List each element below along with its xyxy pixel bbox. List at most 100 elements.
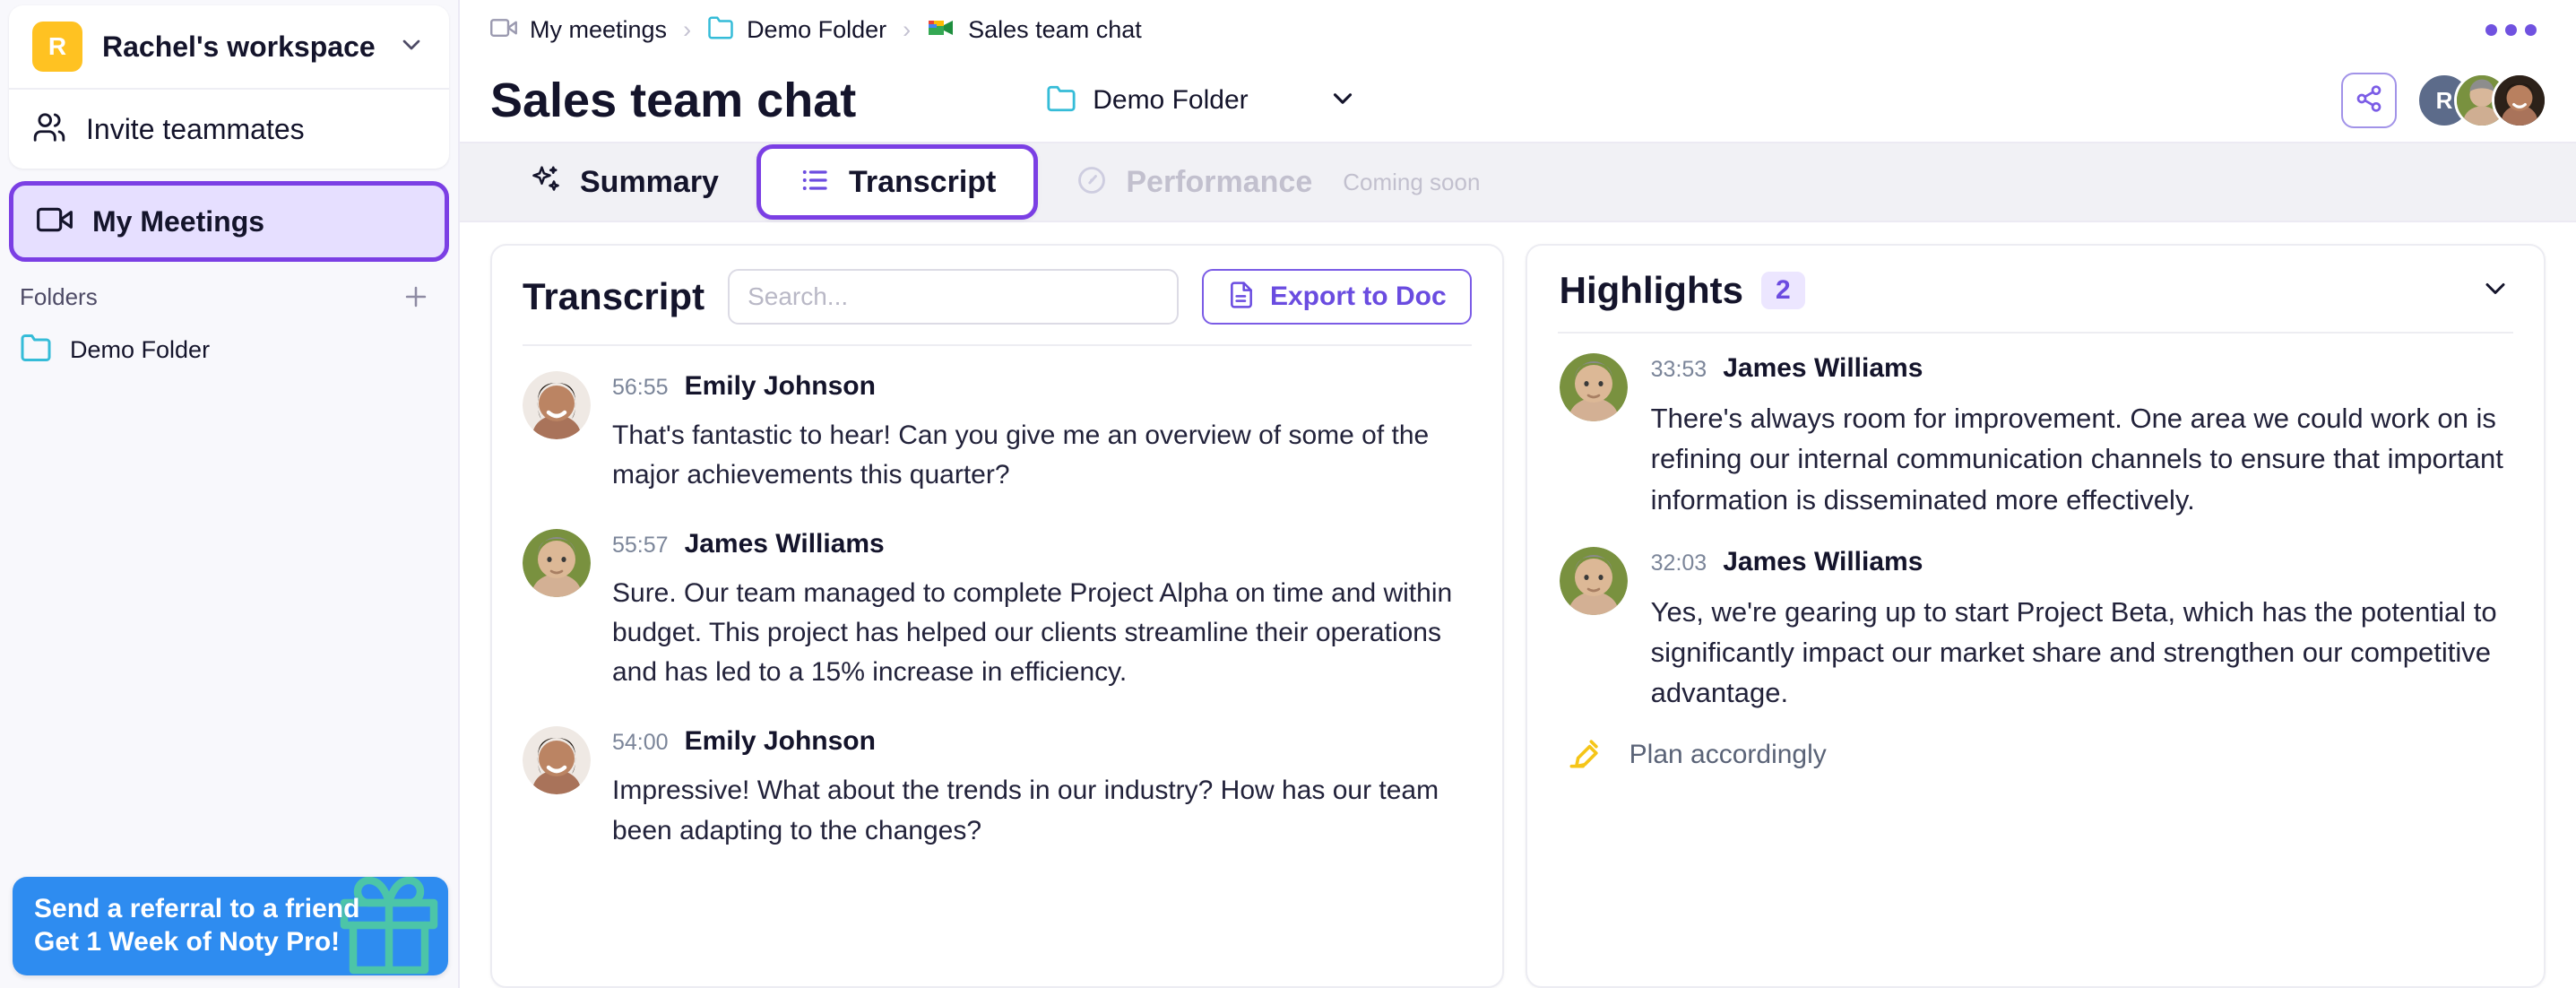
breadcrumb-separator: › — [683, 15, 692, 43]
my-meetings-label: My Meetings — [92, 204, 265, 238]
share-button[interactable] — [2341, 73, 2397, 128]
referral-line-1: Send a referral to a friend — [34, 894, 360, 923]
search-input[interactable] — [748, 282, 1159, 311]
transcript-entry-meta: 54:00 Emily Johnson — [612, 726, 1472, 757]
workspace-switcher[interactable]: R Rachel's workspace — [9, 5, 449, 88]
sidebar-item-my-meetings[interactable]: My Meetings — [9, 181, 449, 262]
plus-icon[interactable] — [401, 282, 431, 312]
transcript-entry-text: Sure. Our team managed to complete Proje… — [612, 578, 1453, 688]
speaker-name: James Williams — [1723, 546, 1923, 576]
avatar — [2492, 73, 2547, 128]
highlights-title: Highlights — [1559, 269, 1743, 311]
highlights-count-badge: 2 — [1760, 272, 1805, 309]
timestamp[interactable]: 55:57 — [612, 533, 669, 559]
export-to-doc-button[interactable]: Export to Doc — [1201, 269, 1472, 325]
chevron-down-icon — [397, 30, 426, 64]
video-camera-icon — [490, 14, 517, 46]
highlight-item-body: 33:53 James Williams There's always room… — [1651, 353, 2511, 520]
workspace-avatar: R — [32, 22, 82, 72]
avatar — [1559, 546, 1628, 615]
breadcrumb-item-demo-folder[interactable]: Demo Folder — [707, 14, 886, 46]
divider — [9, 88, 449, 90]
transcript-panel: Transcript Export to Doc — [490, 244, 1504, 988]
main-area: My meetings › Demo Folder › — [460, 0, 2576, 988]
workspace-card: R Rachel's workspace Invite teammates — [9, 5, 449, 169]
sparkle-icon — [530, 164, 562, 201]
breadcrumb-item-sales-team-chat[interactable]: Sales team chat — [927, 13, 1142, 47]
page-title: Sales team chat — [490, 74, 857, 127]
gauge-icon — [1076, 164, 1108, 201]
invite-teammates-label: Invite teammates — [86, 112, 305, 145]
highlighter-pencil-icon — [1565, 733, 1604, 777]
chevron-down-icon[interactable] — [2479, 273, 2511, 309]
breadcrumb-separator: › — [903, 15, 912, 43]
breadcrumb-item-my-meetings[interactable]: My meetings — [490, 14, 667, 46]
sidebar: R Rachel's workspace Invite teammates My… — [0, 0, 460, 988]
transcript-entry-meta: 55:57 James Williams — [612, 529, 1472, 559]
highlight-note[interactable]: Plan accordingly — [1560, 721, 2511, 777]
transcript-entry[interactable]: 55:57 James Williams Sure. Our team mana… — [523, 504, 1472, 701]
speaker-name: James Williams — [1723, 353, 1923, 383]
timestamp[interactable]: 56:55 — [612, 375, 669, 400]
highlight-note-label: Plan accordingly — [1629, 740, 1827, 769]
page-header: Sales team chat Demo Folder — [460, 59, 2576, 142]
highlight-item[interactable]: 33:53 James Williams There's always room… — [1559, 334, 2511, 527]
highlight-item-body: 32:03 James Williams Yes, we're gearing … — [1651, 547, 2511, 714]
tab-summary[interactable]: Summary — [492, 151, 756, 213]
highlight-item-text: There's always room for improvement. One… — [1650, 403, 2503, 516]
highlight-item-meta: 33:53 James Williams — [1651, 353, 2511, 384]
highlights-panel: Highlights 2 — [1525, 244, 2546, 988]
more-horizontal-icon[interactable] — [2477, 15, 2546, 45]
invite-teammates-button[interactable]: Invite teammates — [9, 90, 449, 169]
tab-label: Summary — [580, 164, 719, 199]
demo-folder-label: Demo Folder — [70, 335, 211, 363]
transcript-entry-body: 55:57 James Williams Sure. Our team mana… — [612, 529, 1472, 692]
timestamp[interactable]: 32:03 — [1650, 550, 1707, 576]
referral-line-2: Get 1 Week of Noty Pro! — [34, 926, 341, 957]
transcript-list[interactable]: 56:55 Emily Johnson That's fantastic to … — [492, 346, 1502, 986]
speaker-name: Emily Johnson — [684, 371, 876, 401]
google-meet-icon — [927, 13, 955, 47]
gift-icon — [340, 877, 438, 975]
search-box[interactable] — [728, 269, 1179, 325]
participant-avatars[interactable]: R — [2416, 73, 2547, 128]
people-icon — [32, 110, 66, 149]
breadcrumb-label: Sales team chat — [968, 15, 1142, 43]
folder-picker[interactable]: Demo Folder — [1046, 83, 1357, 118]
breadcrumb-label: My meetings — [530, 15, 668, 43]
tab-label: Performance — [1126, 164, 1313, 199]
divider — [1557, 332, 2513, 334]
transcript-entry[interactable]: 54:00 Emily Johnson Impressive! What abo… — [523, 701, 1472, 859]
sidebar-item-demo-folder[interactable]: Demo Folder — [0, 321, 458, 378]
coming-soon-note: Coming soon — [1343, 168, 1481, 195]
transcript-entry-text: Impressive! What about the trends in our… — [612, 776, 1439, 845]
folder-picker-label: Demo Folder — [1093, 85, 1249, 115]
highlight-item-text: Yes, we're gearing up to start Project B… — [1650, 595, 2497, 709]
timestamp[interactable]: 54:00 — [612, 730, 669, 756]
avatar-initial: R — [2435, 86, 2453, 114]
folder-icon — [20, 332, 52, 368]
share-icon — [2355, 84, 2383, 117]
breadcrumb-label: Demo Folder — [747, 15, 887, 43]
dot — [2485, 23, 2497, 36]
transcript-entry[interactable]: 56:55 Emily Johnson That's fantastic to … — [523, 346, 1472, 504]
transcript-panel-header: Transcript Export to Doc — [492, 246, 1502, 344]
transcript-entry-text: That's fantastic to hear! Can you give m… — [612, 420, 1430, 490]
video-camera-icon — [37, 202, 73, 242]
highlight-item[interactable]: 32:03 James Williams Yes, we're gearing … — [1559, 527, 2511, 721]
dot — [2525, 23, 2537, 36]
workspace-name: Rachel's workspace — [102, 30, 376, 63]
tab-performance: Performance Coming soon — [1038, 151, 1517, 213]
referral-banner[interactable]: Send a referral to a friend Get 1 Week o… — [13, 877, 448, 975]
breadcrumb: My meetings › Demo Folder › — [460, 0, 2576, 59]
folder-icon — [707, 14, 734, 46]
speaker-name: James Williams — [684, 529, 885, 559]
timestamp[interactable]: 33:53 — [1650, 357, 1707, 382]
folders-section-header: Folders — [0, 262, 458, 321]
transcript-entry-body: 56:55 Emily Johnson That's fantastic to … — [612, 371, 1472, 495]
avatar — [1559, 353, 1628, 421]
highlights-list[interactable]: 33:53 James Williams There's always room… — [1527, 334, 2544, 986]
tabs-container: Summary Transcript Performance Coming so… — [460, 142, 2576, 224]
tab-transcript[interactable]: Transcript — [756, 144, 1039, 220]
